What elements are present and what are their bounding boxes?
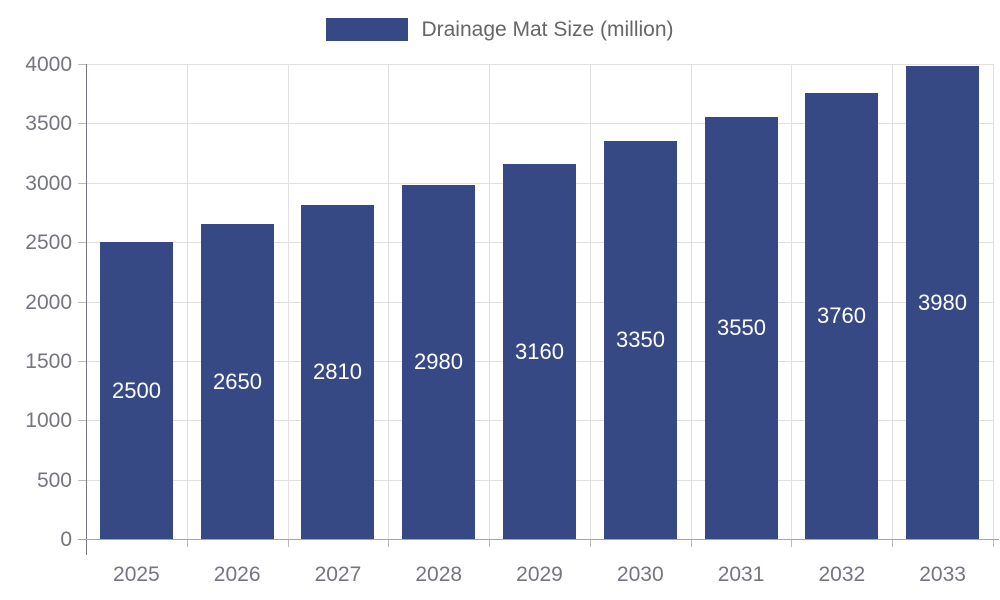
bar-value-label: 2500 bbox=[112, 377, 161, 403]
y-axis-tick-label: 1500 bbox=[25, 350, 72, 373]
x-axis-tick-label: 2029 bbox=[516, 563, 563, 586]
y-axis-tick-label: 1000 bbox=[25, 409, 72, 432]
y-axis-tick bbox=[78, 242, 86, 243]
x-axis-tick bbox=[489, 539, 490, 547]
gridline-vertical bbox=[590, 64, 591, 539]
gridline-vertical bbox=[993, 64, 994, 539]
bar: 3550 bbox=[705, 117, 778, 539]
x-axis-tick-label: 2026 bbox=[213, 563, 261, 586]
y-axis-tick bbox=[78, 183, 86, 184]
gridline-vertical bbox=[288, 64, 289, 539]
x-axis-tick bbox=[590, 539, 591, 547]
x-axis-tick-label: 2028 bbox=[415, 563, 463, 586]
y-axis-tick bbox=[78, 64, 86, 65]
x-axis-tick-label: 2032 bbox=[818, 563, 866, 586]
x-axis-tick bbox=[691, 539, 692, 547]
bar-value-label: 3980 bbox=[918, 289, 967, 315]
y-axis-line bbox=[86, 64, 87, 555]
gridline-horizontal bbox=[86, 123, 993, 124]
y-axis-tick-label: 3500 bbox=[25, 112, 72, 135]
x-axis-tick bbox=[791, 539, 792, 547]
x-axis-line bbox=[78, 539, 999, 540]
bar-value-label: 3760 bbox=[817, 303, 866, 328]
bar-value-label: 3550 bbox=[717, 315, 766, 340]
x-axis-tick bbox=[388, 539, 389, 547]
y-axis-tick-label: 2500 bbox=[25, 231, 72, 254]
y-axis-tick-label: 2000 bbox=[25, 291, 72, 314]
y-axis-tick bbox=[78, 420, 86, 421]
y-axis-tick bbox=[78, 123, 86, 124]
legend-swatch bbox=[326, 18, 409, 41]
x-axis-tick-label: 2027 bbox=[314, 563, 362, 586]
bar: 2650 bbox=[201, 224, 274, 539]
gridline-vertical bbox=[489, 64, 490, 539]
y-axis-tick-label: 3000 bbox=[25, 172, 72, 195]
bar-value-label: 3350 bbox=[616, 327, 665, 352]
bar: 2500 bbox=[100, 242, 173, 539]
gridline-vertical bbox=[791, 64, 792, 539]
x-axis-tick bbox=[993, 539, 994, 547]
bar: 3980 bbox=[906, 66, 979, 539]
x-axis-tick bbox=[288, 539, 289, 547]
bar: 3350 bbox=[604, 141, 677, 539]
bar: 3760 bbox=[805, 93, 878, 539]
bar-value-label: 2980 bbox=[414, 349, 463, 374]
gridline-vertical bbox=[892, 64, 893, 539]
bar-value-label: 3160 bbox=[515, 338, 564, 364]
gridline-vertical bbox=[691, 64, 692, 539]
x-axis-tick-label: 2030 bbox=[616, 563, 664, 586]
bar-value-label: 2650 bbox=[213, 368, 262, 394]
bar: 2980 bbox=[402, 185, 475, 539]
x-axis-tick bbox=[187, 539, 188, 547]
legend-item[interactable]: Drainage Mat Size (million) bbox=[0, 18, 1000, 41]
y-axis-tick bbox=[78, 302, 86, 303]
y-axis-tick-label: 0 bbox=[60, 528, 72, 551]
y-axis-tick bbox=[78, 361, 86, 362]
y-axis-tick-label: 4000 bbox=[25, 53, 72, 76]
x-axis-tick-label: 2031 bbox=[717, 563, 765, 586]
bar: 2810 bbox=[301, 205, 374, 539]
bar: 3160 bbox=[503, 164, 576, 539]
bar-value-label: 2810 bbox=[313, 359, 362, 384]
x-axis-tick-label: 2025 bbox=[113, 563, 160, 586]
y-axis-tick bbox=[78, 480, 86, 481]
y-axis-tick-label: 500 bbox=[36, 469, 72, 492]
gridline-vertical bbox=[187, 64, 188, 539]
x-axis-tick-label: 2033 bbox=[919, 563, 966, 586]
gridline-horizontal bbox=[86, 64, 993, 65]
gridline-vertical bbox=[388, 64, 389, 539]
x-axis-tick bbox=[892, 539, 893, 547]
legend-label: Drainage Mat Size (million) bbox=[421, 18, 674, 41]
